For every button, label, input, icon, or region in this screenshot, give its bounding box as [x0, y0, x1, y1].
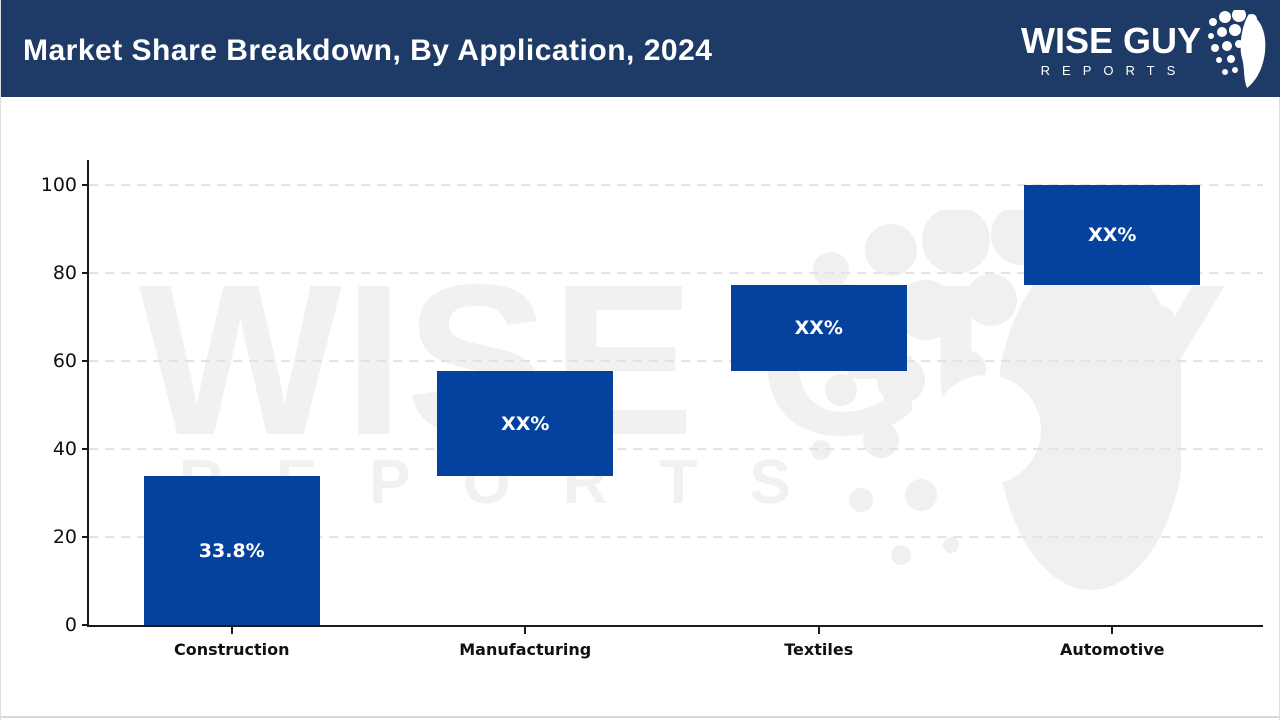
- bar-textiles: XX%: [730, 284, 907, 372]
- logo-text: WISE GUY REPORTS: [1020, 19, 1201, 79]
- y-tick-label-20: 20: [52, 526, 77, 548]
- y-axis-line: [87, 160, 89, 627]
- logo-wiseguy-label: WISE GUY: [1020, 19, 1201, 61]
- gridline-40: [89, 448, 1263, 450]
- y-tick-20: [82, 536, 89, 538]
- gridline-20: [89, 536, 1263, 538]
- y-tick-80: [82, 272, 89, 274]
- x-tick-label-construction: Construction: [173, 640, 290, 659]
- bar-manufacturing: XX%: [437, 371, 614, 477]
- gridline-100: [89, 184, 1263, 186]
- x-tick-automotive: [1111, 627, 1114, 634]
- y-tick-label-40: 40: [52, 438, 77, 460]
- bar-value-label-textiles: XX%: [794, 316, 843, 339]
- x-axis-line: [87, 625, 1263, 627]
- bar-value-label-automotive: XX%: [1088, 223, 1137, 246]
- wise-guy-reports-logo: WISE GUY REPORTS: [1021, 8, 1267, 92]
- x-tick-label-textiles: Textiles: [784, 640, 854, 659]
- y-tick-0: [82, 624, 89, 626]
- y-tick-60: [82, 360, 89, 362]
- gridline-60: [89, 360, 1263, 362]
- x-tick-label-manufacturing: Manufacturing: [459, 640, 592, 659]
- bar-automotive: XX%: [1024, 185, 1201, 285]
- y-tick-label-100: 100: [40, 174, 77, 196]
- bottom-border-line: [1, 716, 1280, 718]
- page-title: Market Share Breakdown, By Application, …: [23, 34, 713, 67]
- y-tick-100: [82, 184, 89, 186]
- x-tick-construction: [230, 627, 233, 634]
- y-tick-40: [82, 448, 89, 450]
- x-tick-manufacturing: [524, 627, 527, 634]
- header-bar: Market Share Breakdown, By Application, …: [1, 0, 1280, 97]
- bar-value-label-construction: 33.8%: [198, 539, 265, 562]
- x-tick-label-automotive: Automotive: [1060, 640, 1165, 659]
- logo-dotted-face-icon: [1208, 10, 1266, 88]
- y-tick-label-80: 80: [52, 262, 77, 284]
- bar-value-label-manufacturing: XX%: [501, 412, 550, 435]
- bar-construction: 33.8%: [143, 476, 320, 625]
- x-tick-textiles: [817, 627, 820, 634]
- logo-reports-label: REPORTS: [1040, 62, 1188, 78]
- y-tick-label-60: 60: [52, 350, 77, 372]
- gridline-80: [89, 272, 1263, 274]
- y-tick-label-0: 0: [64, 614, 77, 636]
